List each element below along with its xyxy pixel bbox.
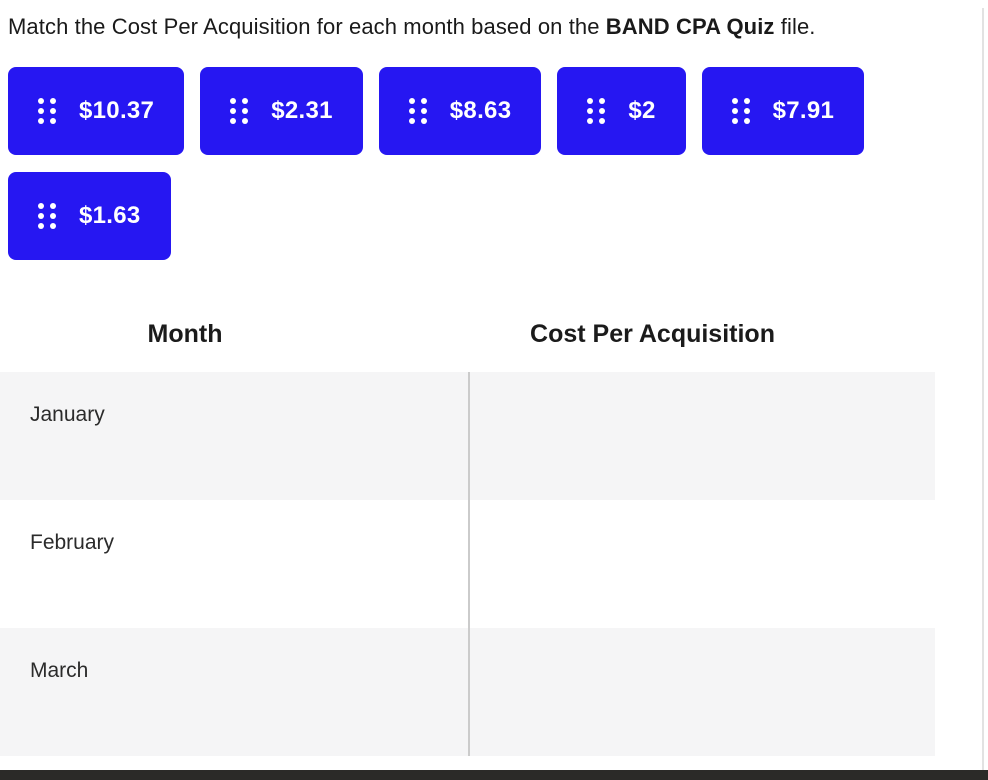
drop-zone-january[interactable]	[468, 372, 935, 500]
chip-1-63[interactable]: $1.63	[8, 172, 171, 260]
chip-label: $2.31	[271, 97, 333, 124]
chip-label: $7.91	[772, 97, 835, 124]
table-row-january: January	[0, 372, 935, 500]
drag-handle-icon	[731, 98, 750, 124]
drag-handle-icon	[408, 98, 427, 124]
prompt-file-name: BAND CPA Quiz	[605, 14, 775, 39]
chip-label: $10.37	[79, 97, 155, 124]
chip-label: $2	[628, 97, 656, 124]
chip-label: $1.63	[79, 202, 141, 229]
drop-zone-march[interactable]	[468, 628, 935, 756]
month-label-march: March	[30, 659, 89, 682]
match-table: January February March	[0, 372, 935, 756]
column-header-cost-per-acquisition: Cost Per Acquisition	[530, 320, 775, 348]
chip-2-31[interactable]: $2.31	[200, 67, 363, 155]
prompt-text-start: Match the Cost Per Acquisition for each …	[8, 14, 606, 39]
chip-2[interactable]: $2	[557, 67, 686, 155]
chip-10-37[interactable]: $10.37	[8, 67, 185, 155]
month-label-february: February	[30, 531, 115, 554]
drag-handle-icon	[38, 203, 56, 229]
page-right-border	[982, 8, 984, 780]
drag-handle-icon	[38, 98, 56, 124]
answer-chip-bank: $10.37 $2.31 $8.63 $2 $7.91 $1.63	[8, 67, 908, 260]
table-row-february: February	[0, 500, 935, 628]
drag-handle-icon	[587, 98, 606, 124]
drop-zone-february[interactable]	[468, 500, 935, 628]
chip-label: $8.63	[449, 97, 512, 124]
table-row-march: March	[0, 628, 935, 756]
match-table-header: Month Cost Per Acquisition	[0, 320, 935, 349]
prompt-text-end: file.	[774, 14, 816, 39]
chip-7-91[interactable]: $7.91	[701, 67, 865, 155]
question-prompt: Match the Cost Per Acquisition for each …	[8, 8, 898, 45]
month-label-january: January	[30, 403, 105, 426]
column-header-month: Month	[147, 320, 223, 348]
drag-handle-icon	[230, 98, 249, 124]
chip-8-63[interactable]: $8.63	[378, 67, 542, 155]
